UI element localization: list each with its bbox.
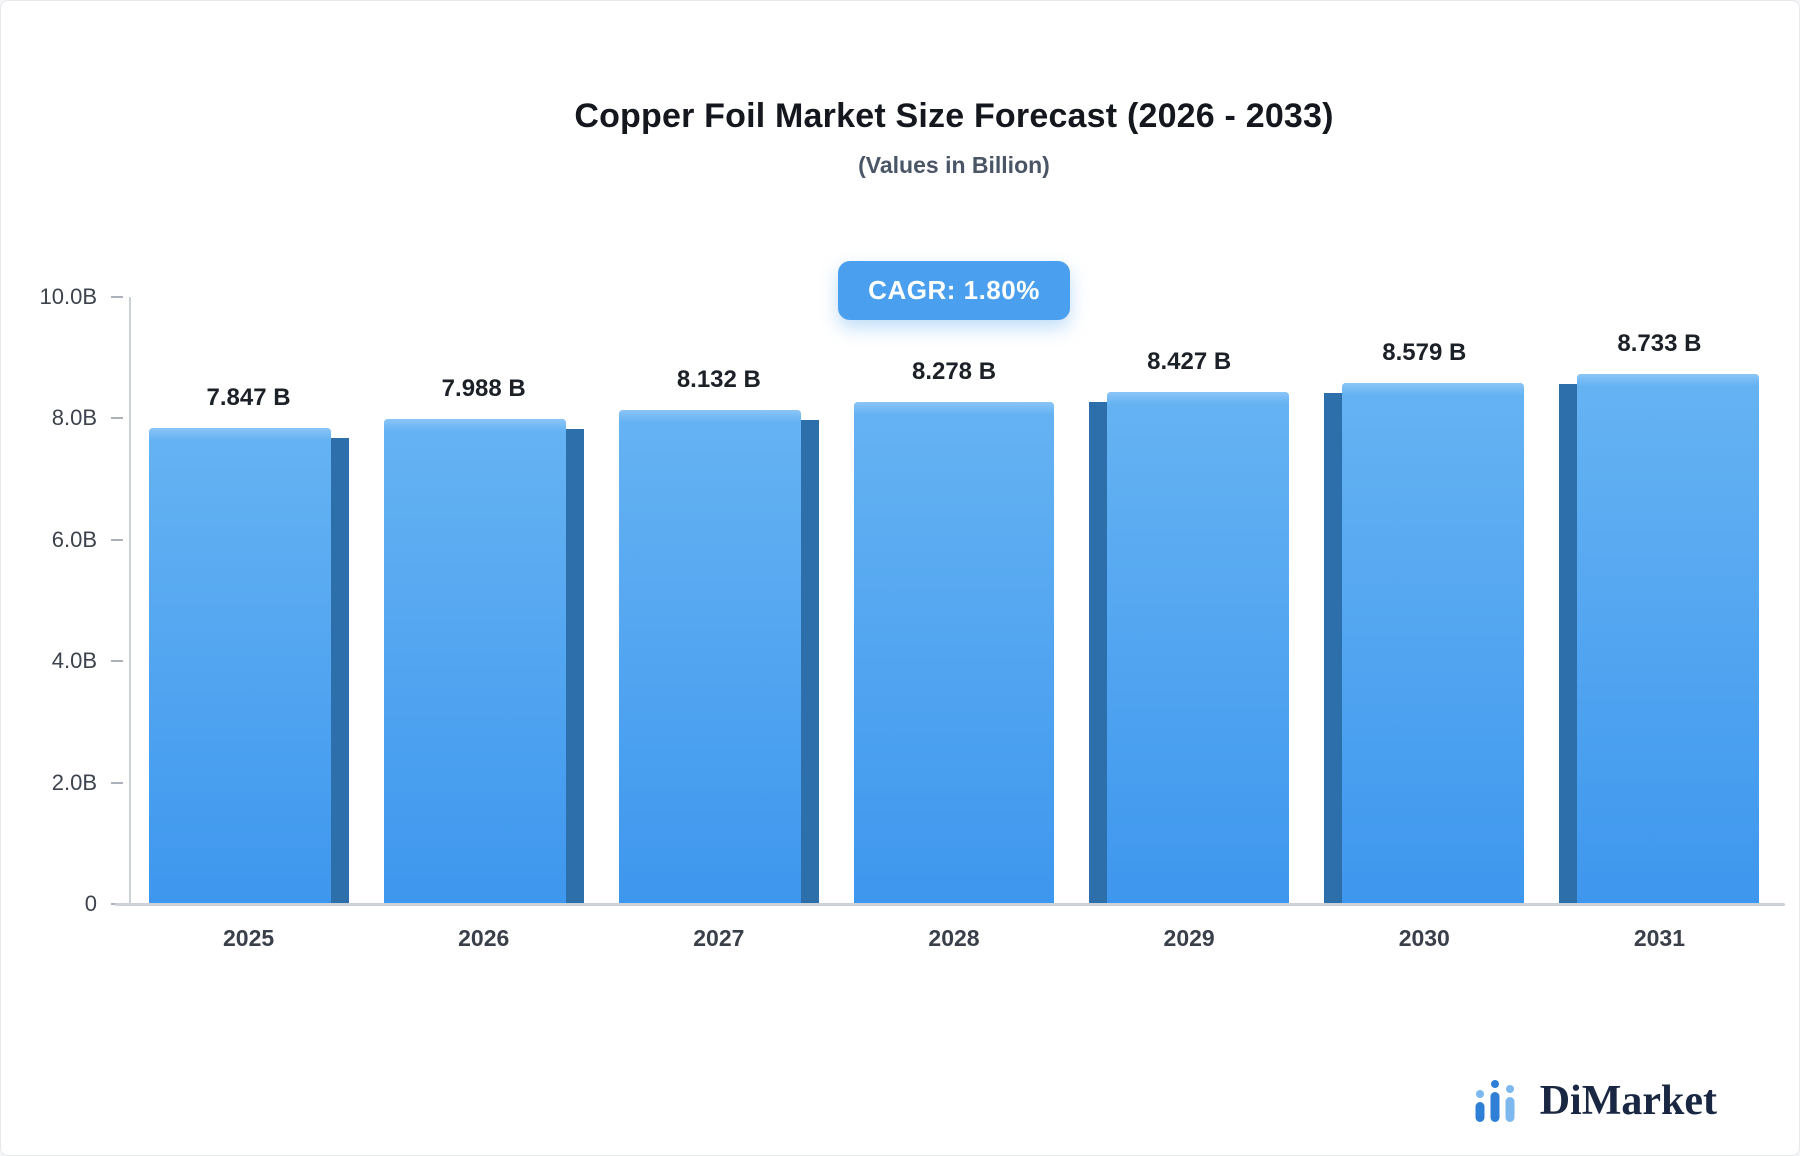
x-axis-label: 2027	[693, 925, 745, 951]
bar-fill	[854, 401, 1054, 904]
bar-value-label: 8.132 B	[676, 366, 761, 394]
bar-fill	[1107, 392, 1290, 904]
bar-fill	[1577, 373, 1760, 904]
bar-3d-side	[800, 420, 819, 904]
y-tick-label: 4.0B	[51, 648, 97, 674]
x-axis-label: 2029	[1163, 925, 1215, 951]
y-tick-mark	[111, 296, 123, 298]
bar-top-cap	[854, 401, 1054, 414]
bar-chart: 0 2.0B 4.0B 6.0B 8.0B 10.0B 7.847 B 7.988 B 8.1…	[1, 284, 1799, 1017]
y-tick-label: 0	[84, 891, 97, 916]
x-axis-label: 2028	[928, 925, 980, 951]
x-axis-label: 2025	[222, 925, 275, 951]
bar-fill	[618, 410, 801, 904]
bar-value-label: 8.733 B	[1617, 329, 1702, 357]
bar-2031: 8.733 B	[1559, 297, 1760, 904]
bar-3d-side	[330, 437, 349, 904]
y-tick-label: 8.0B	[51, 405, 97, 431]
bar-value-label: 7.847 B	[206, 383, 291, 411]
bar-fill	[148, 427, 331, 904]
x-axis-line	[115, 903, 1785, 906]
bar-top-cap	[618, 410, 801, 423]
chart-header: Copper Foil Market Size Forecast (2026 -…	[131, 97, 1777, 179]
bar-value-label: 8.278 B	[911, 357, 997, 385]
bar-top-cap	[1107, 392, 1290, 405]
bar-value-label: 8.579 B	[1382, 339, 1467, 367]
bar-3d-side	[1559, 383, 1578, 904]
bar-value-label: 7.988 B	[441, 375, 526, 403]
y-tick-mark	[111, 538, 123, 541]
y-tick-mark	[111, 417, 123, 420]
plot-area: 7.847 B 7.988 B 8.132 B 8.278 B 8.427 B 8.579…	[131, 297, 1777, 904]
bar-2028: 8.278 B	[854, 297, 1054, 904]
bar-2025: 7.847 B	[148, 297, 349, 904]
bar-3d-side	[1089, 402, 1108, 904]
brand-logo: DiMarket	[1473, 1077, 1717, 1125]
bar-2029: 8.427 B	[1089, 297, 1290, 904]
cagr-badge-wrap: CAGR: 1.80%	[131, 261, 1777, 320]
bar-top-cap	[148, 427, 331, 440]
y-tick-label: 10.0B	[39, 284, 98, 309]
bar-3d-side	[1324, 393, 1343, 904]
bar-2026: 7.988 B	[383, 297, 584, 904]
bar-2030: 8.579 B	[1324, 297, 1525, 904]
x-axis-labels: 2025 2026 2027 2028 2029 2030 2031	[131, 925, 1777, 965]
bar-top-cap	[383, 419, 566, 432]
x-axis-label: 2031	[1633, 925, 1685, 951]
x-axis-label: 2026	[458, 925, 510, 951]
bar-value-label: 8.427 B	[1147, 348, 1232, 376]
cagr-badge: CAGR: 1.80%	[838, 261, 1070, 320]
dimarket-logo-icon	[1475, 1080, 1515, 1122]
bar-top-cap	[1577, 373, 1760, 386]
chart-title: Copper Foil Market Size Forecast (2026 -…	[574, 97, 1334, 135]
bar-3d-side	[565, 429, 584, 904]
brand-name: DiMarket	[1539, 1078, 1717, 1124]
y-tick-label: 6.0B	[51, 526, 97, 552]
bar-2027: 8.132 B	[618, 297, 819, 904]
chart-subtitle: (Values in Billion)	[858, 152, 1050, 178]
bar-top-cap	[1342, 383, 1525, 396]
y-axis-line	[129, 297, 131, 904]
y-tick-label: 2.0B	[51, 769, 97, 795]
y-tick-mark	[111, 781, 123, 784]
y-tick-mark	[111, 660, 123, 663]
y-axis: 0 2.0B 4.0B 6.0B 8.0B 10.0B	[1, 284, 131, 916]
bar-fill	[383, 419, 566, 904]
bar-fill	[1342, 383, 1525, 904]
x-axis-label: 2030	[1398, 925, 1450, 951]
